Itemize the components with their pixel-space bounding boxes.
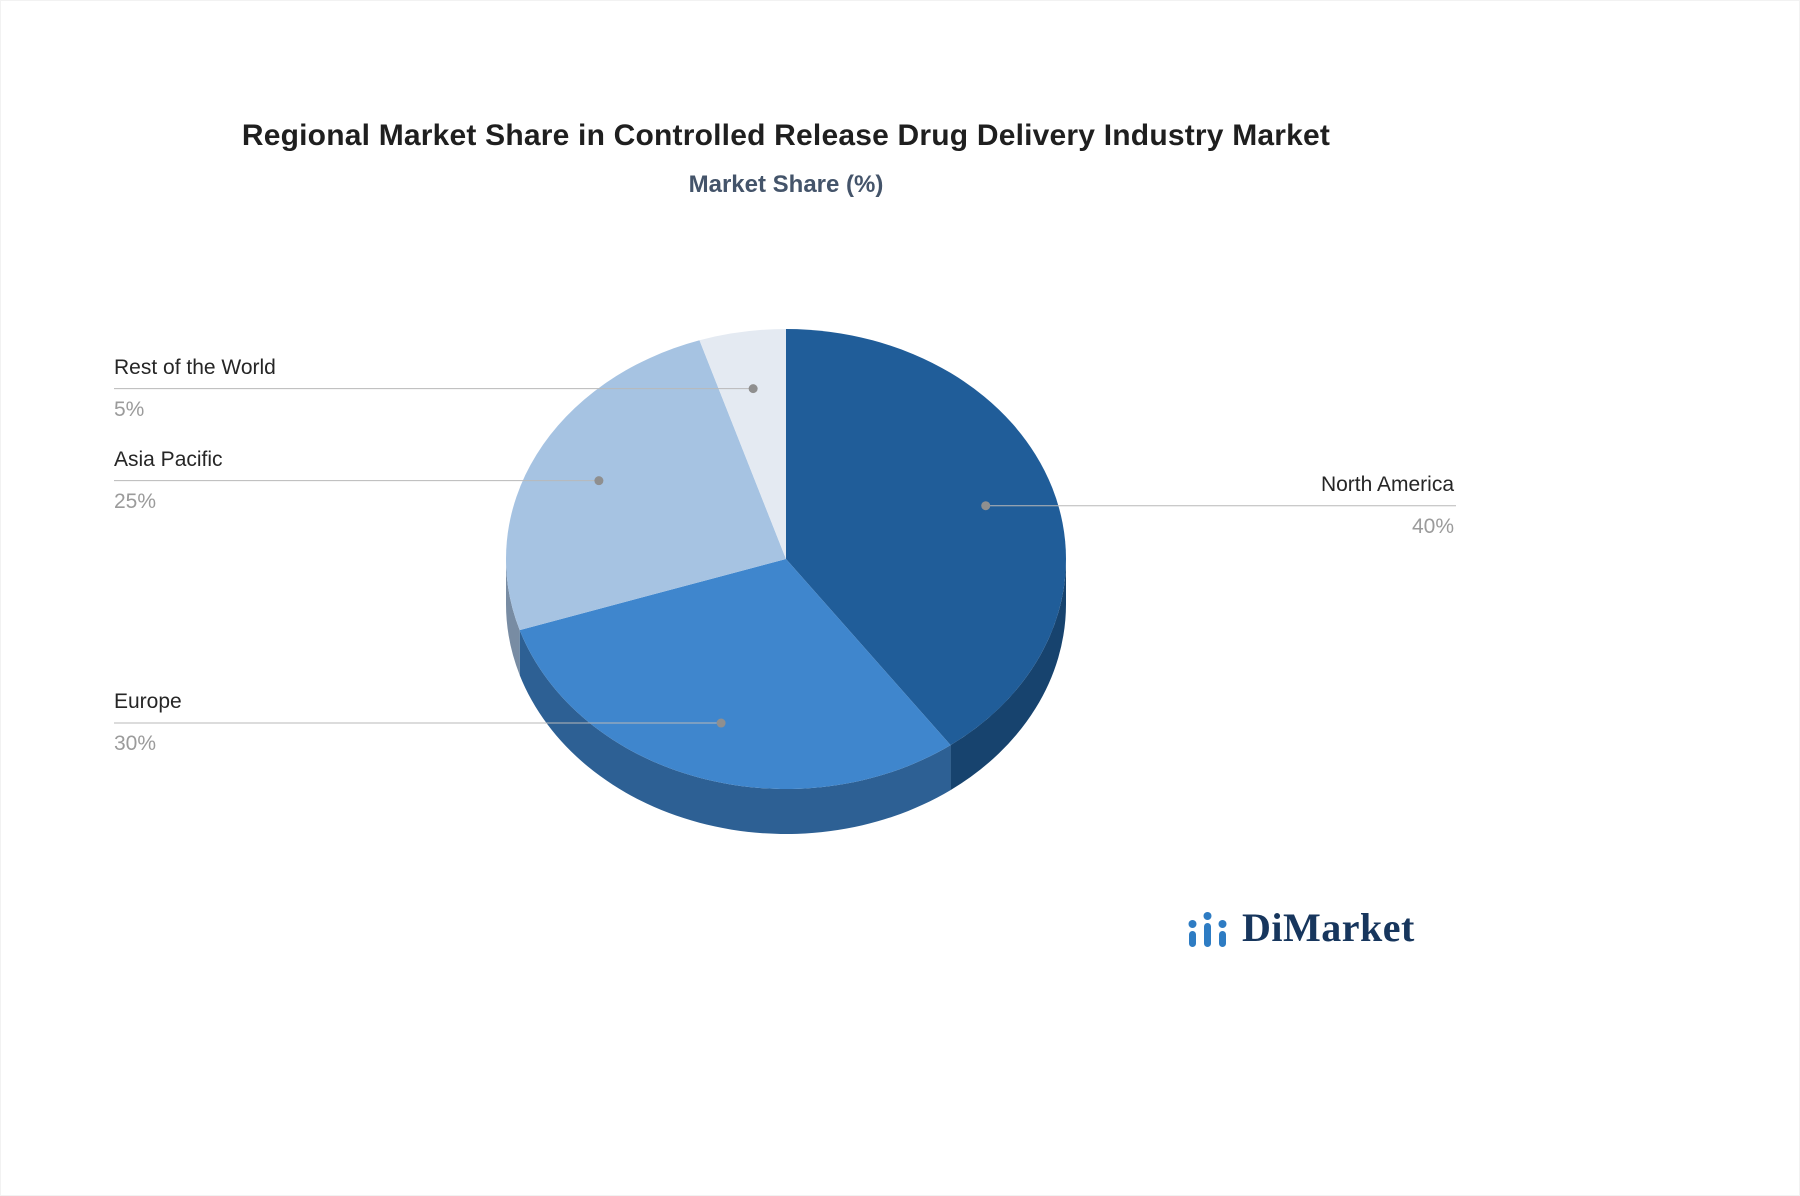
pie-slice-north-america	[786, 329, 1066, 746]
pie-label-name: Asia Pacific	[114, 447, 223, 471]
chart-title: Regional Market Share in Controlled Rele…	[241, 119, 1331, 152]
pie-label-value: 25%	[114, 489, 157, 513]
pie-label-europe: Europe 30%	[114, 689, 182, 757]
chart-subtitle: Market Share (%)	[688, 171, 884, 198]
pie-label-name: Rest of the World	[114, 355, 276, 379]
pie-label-north-america: North America 40%	[1321, 472, 1454, 540]
logo-text: DiMarket	[1242, 905, 1415, 950]
pie-slice-europe	[519, 559, 951, 790]
pie-label-value: 40%	[1411, 514, 1454, 538]
pie-slice-asia-pacific	[505, 340, 786, 631]
pie-label-name: Europe	[114, 690, 182, 714]
pie-label-asia-pacific: Asia Pacific 25%	[114, 447, 223, 515]
chart-header: Regional Market Share in Controlled Rele…	[1, 1, 1571, 199]
pie-label-name: North America	[1320, 472, 1454, 496]
pie-label-value: 5%	[114, 397, 145, 421]
pie-label-rest-of-the-world: Rest of the World 5%	[114, 355, 276, 423]
bar-chart-icon	[1188, 911, 1227, 947]
pie-label-value: 30%	[114, 732, 157, 756]
pie-slice-rest-of-the-world	[699, 329, 786, 559]
dimarket-logo: DiMarket	[1186, 904, 1415, 951]
